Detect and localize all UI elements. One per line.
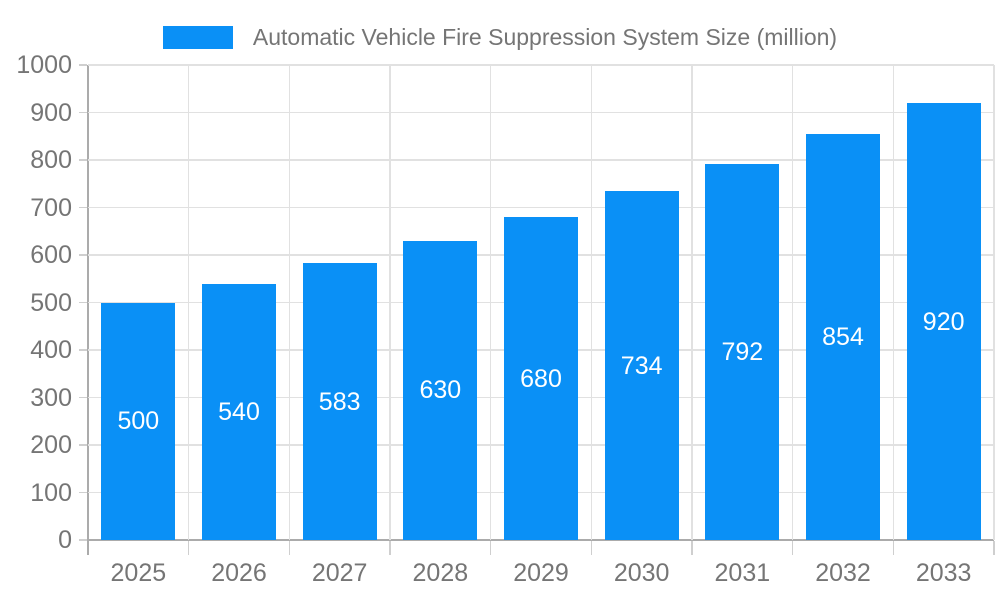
- bar-value-label: 680: [520, 364, 562, 393]
- bar-value-label: 583: [318, 387, 361, 416]
- y-gridline: [88, 206, 994, 209]
- bar-2030[interactable]: [604, 191, 679, 540]
- bar-value-label: 630: [419, 376, 462, 405]
- bar-2032[interactable]: [806, 134, 880, 540]
- x-axis-tick: [389, 541, 391, 555]
- y-axis-tick: [79, 349, 87, 351]
- bar-2031[interactable]: [705, 163, 780, 540]
- bar-2025[interactable]: [101, 302, 176, 540]
- x-axis-tick: [590, 541, 593, 555]
- x-gridline: [489, 65, 492, 540]
- bar-2026[interactable]: [202, 283, 276, 540]
- legend-label: Automatic Vehicle Fire Suppression Syste…: [252, 24, 838, 50]
- x-axis-label-2028: 2028: [412, 559, 469, 587]
- y-axis-label: 500: [30, 288, 72, 317]
- x-axis-tick: [791, 541, 794, 555]
- bar-2028[interactable]: [403, 240, 478, 540]
- x-gridline: [892, 65, 895, 540]
- y-axis-tick: [79, 539, 87, 541]
- plot-area: 500 540 583 630 680 734 792 854 920: [88, 64, 995, 540]
- x-gridline: [187, 65, 190, 540]
- x-axis-label-2027: 2027: [311, 559, 368, 587]
- bar-value-label: 734: [620, 351, 663, 380]
- x-axis-label-2030: 2030: [613, 559, 670, 587]
- y-gridline: [88, 64, 994, 66]
- y-axis-label: 300: [30, 383, 72, 412]
- x-gridline: [389, 65, 391, 540]
- bar-value-label: 500: [117, 407, 160, 436]
- y-gridline: [88, 111, 994, 114]
- x-gridline: [590, 65, 593, 540]
- bar-2027[interactable]: [302, 263, 377, 540]
- y-axis-label: 200: [30, 431, 72, 459]
- bar-value-label: 920: [922, 307, 965, 336]
- x-axis-tick: [288, 541, 291, 555]
- x-axis-label-2025: 2025: [110, 559, 167, 587]
- y-axis-tick: [79, 64, 87, 66]
- y-axis-label: 1000: [16, 51, 72, 79]
- bar-value-label: 792: [721, 337, 764, 366]
- x-axis-tick: [892, 541, 895, 555]
- y-axis-tick: [79, 111, 87, 114]
- y-axis-label: 400: [30, 336, 72, 364]
- y-axis-line: [86, 65, 89, 555]
- y-axis-tick: [79, 159, 87, 161]
- y-axis-label: 800: [30, 146, 72, 174]
- x-gridline: [691, 65, 693, 540]
- y-axis-tick: [79, 444, 87, 446]
- y-axis-label: 900: [30, 98, 72, 127]
- y-axis-tick: [79, 206, 87, 209]
- x-gridline: [288, 65, 291, 540]
- x-gridline: [993, 65, 995, 540]
- x-axis-label-2029: 2029: [513, 559, 569, 587]
- x-axis-tick: [187, 541, 190, 555]
- bar-2029[interactable]: [504, 217, 578, 540]
- x-axis-tick: [993, 541, 995, 555]
- y-axis-tick: [79, 301, 87, 304]
- y-axis-tick: [79, 396, 87, 399]
- bar-value-label: 540: [218, 397, 260, 426]
- x-axis-label-2031: 2031: [714, 559, 771, 587]
- y-axis-tick: [79, 491, 87, 494]
- bar-value-label: 854: [822, 323, 864, 352]
- x-gridline: [791, 65, 794, 540]
- x-axis-tick: [691, 541, 693, 555]
- y-axis-tick: [79, 254, 87, 256]
- y-axis-label: 600: [30, 241, 72, 269]
- x-axis-label-2033: 2033: [915, 559, 972, 587]
- y-gridline: [88, 159, 994, 161]
- bar-2033[interactable]: [906, 103, 981, 540]
- y-axis-label: 700: [30, 193, 72, 222]
- x-axis-tick: [489, 541, 492, 555]
- x-axis-line: [87, 539, 994, 541]
- y-axis-label: 100: [30, 478, 72, 507]
- legend-swatch: [162, 26, 233, 49]
- y-axis-label: 0: [58, 526, 72, 554]
- legend[interactable]: Automatic Vehicle Fire Suppression Syste…: [0, 24, 1000, 51]
- x-axis-label-2026: 2026: [211, 559, 267, 587]
- x-axis-label-2032: 2032: [815, 559, 871, 587]
